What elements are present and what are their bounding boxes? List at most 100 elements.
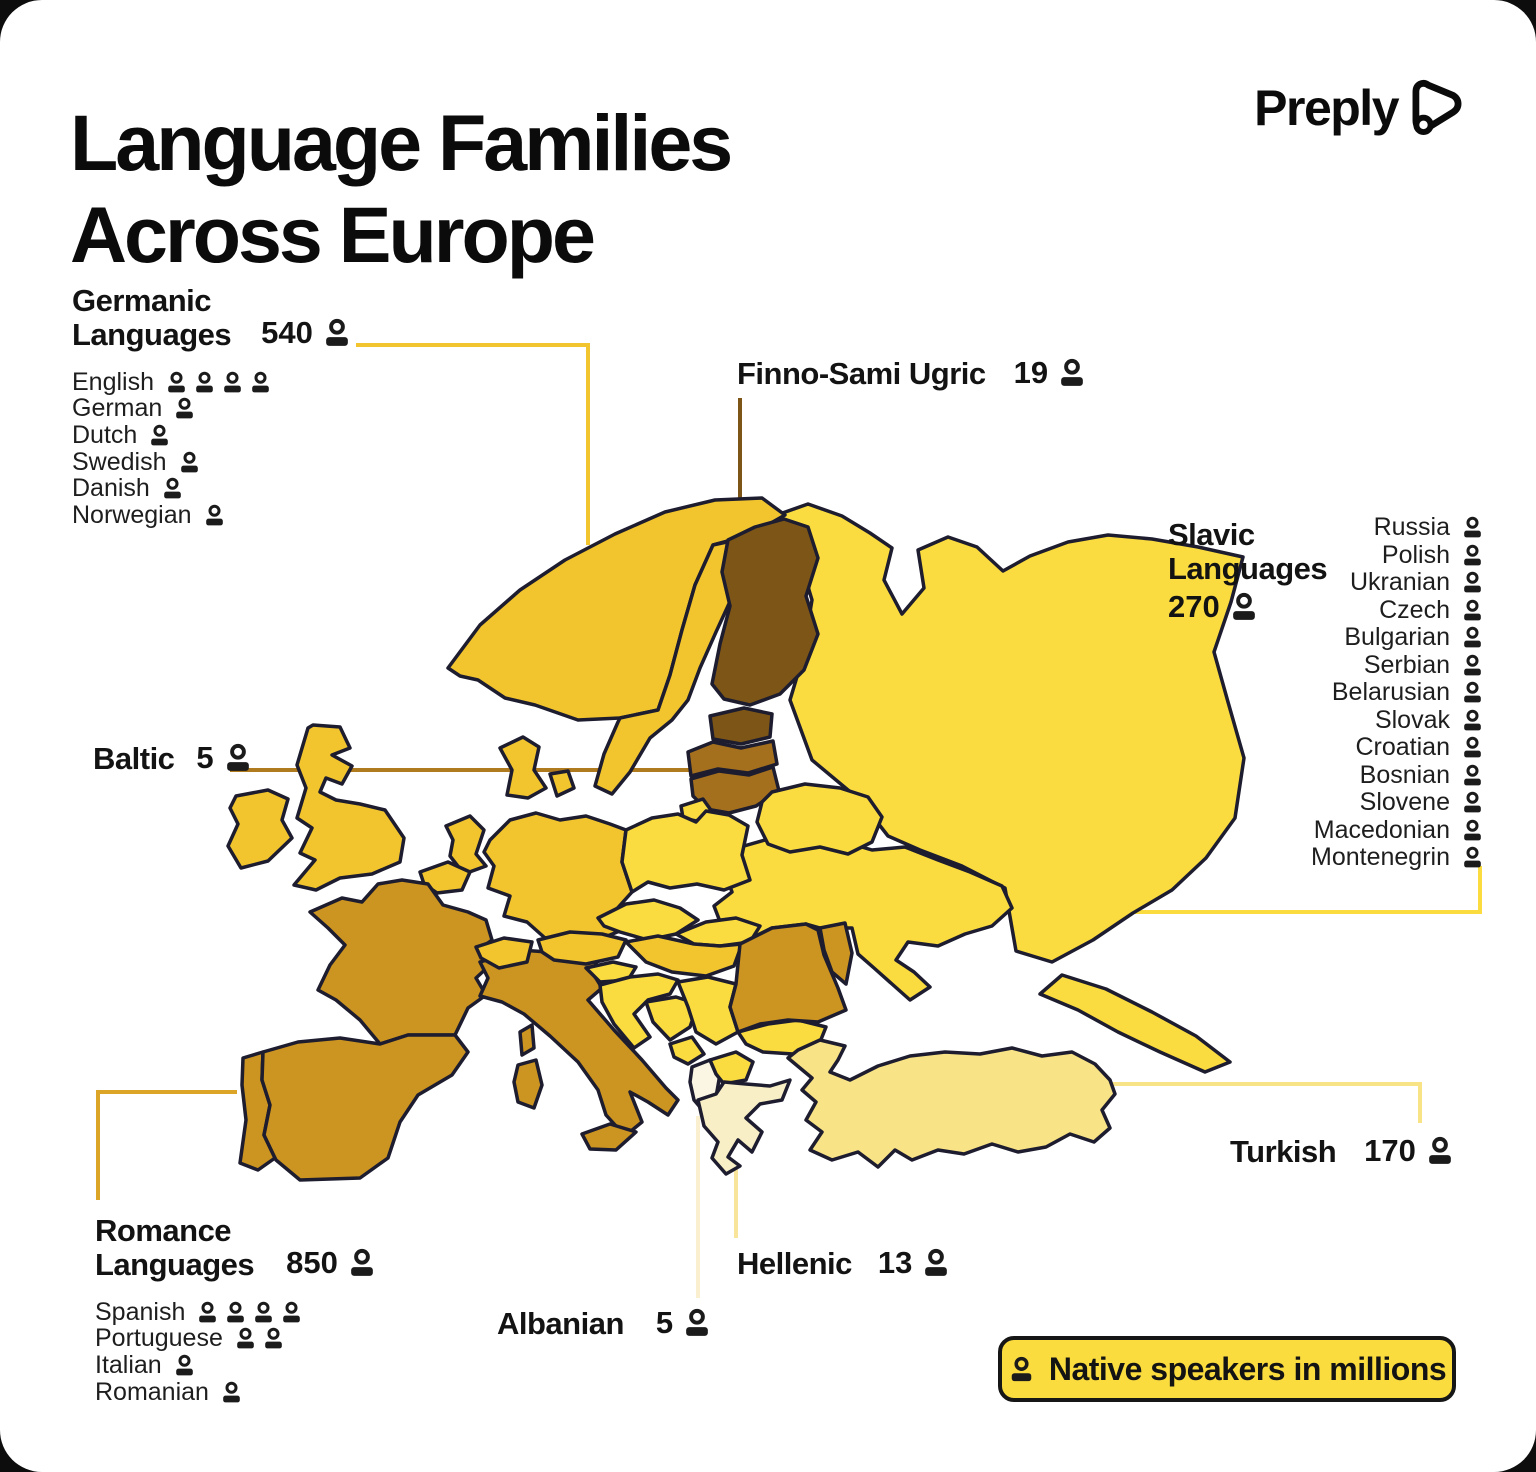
person-icon <box>1464 571 1481 593</box>
speaker-icons <box>1461 544 1484 567</box>
person-icon <box>227 1301 245 1323</box>
country-netherlands <box>444 814 488 876</box>
finno-sami-ugric-label: Finno-Sami Ugric 19 <box>737 355 1087 392</box>
language-name: Slovene <box>1359 788 1450 817</box>
speaker-icons <box>1461 736 1484 759</box>
language-row: Bosnian <box>1311 760 1484 790</box>
person-icon <box>180 451 198 472</box>
language-row: Ukranian <box>1311 568 1484 597</box>
language-row: Spanish <box>95 1298 377 1326</box>
speaker-icons <box>1461 654 1484 677</box>
speaker-icons <box>234 1327 285 1350</box>
country-moldova <box>818 921 854 986</box>
language-name: Polish <box>1381 540 1450 569</box>
person-icon <box>686 1308 709 1336</box>
country-switzerland <box>474 936 534 970</box>
language-row: Montenegrin <box>1311 843 1484 872</box>
speaker-icons <box>203 504 226 527</box>
country-denmark-island <box>548 769 576 798</box>
connector-turkish <box>1110 1082 1422 1123</box>
germanic-language-list: English German Dutch Swedish Danish Norwegian <box>72 368 352 529</box>
language-row: English <box>72 368 352 396</box>
language-name: Russia <box>1373 513 1450 542</box>
page-title: Language Families Across Europe <box>70 97 733 281</box>
hellenic-label: Hellenic 13 <box>737 1245 951 1282</box>
speaker-icons <box>220 1381 243 1404</box>
country-czechia <box>596 898 700 942</box>
speaker-icons <box>1461 571 1484 594</box>
language-name: Slovak <box>1374 705 1450 734</box>
speaker-icons <box>1461 516 1484 539</box>
hellenic-value: 13 <box>878 1245 951 1282</box>
language-row: Belarusian <box>1311 678 1484 707</box>
language-row: Bulgarian <box>1311 623 1484 652</box>
country-sicily <box>580 1122 638 1152</box>
language-row: German <box>72 394 352 422</box>
person-icon <box>226 743 249 771</box>
albanian-name: Albanian <box>497 1305 624 1341</box>
speaker-icons <box>1461 846 1484 869</box>
legend-label: Native speakers in millions <box>1048 1350 1447 1387</box>
person-icon <box>1464 626 1481 648</box>
country-latvia <box>686 739 779 778</box>
person-icon <box>1464 516 1481 538</box>
romance-language-list: Spanish Portuguese Italian Romanian <box>95 1298 377 1406</box>
country-north-macedonia <box>708 1050 755 1086</box>
person-icon <box>1464 599 1481 621</box>
person-icon <box>237 1328 254 1349</box>
country-corsica <box>518 1023 536 1057</box>
language-name: Swedish <box>72 447 167 476</box>
speaker-icons <box>1461 764 1484 787</box>
slavic-heading-block: Slavic Languages 270 <box>1168 518 1328 626</box>
speaker-icons <box>1461 819 1484 842</box>
speaker-icons <box>196 1301 303 1324</box>
turkish-label: Turkish 170 <box>1230 1133 1455 1170</box>
language-row: Croatian <box>1311 733 1484 762</box>
person-icon <box>252 371 269 393</box>
country-russia <box>772 502 1246 964</box>
person-icon <box>1464 736 1481 758</box>
person-icon <box>224 371 241 393</box>
speaker-icons <box>165 371 272 394</box>
person-icon <box>326 318 348 346</box>
connector-romance <box>96 1090 237 1200</box>
person-icon <box>205 504 223 526</box>
speaker-icons <box>173 397 196 420</box>
speaker-icons <box>161 477 184 500</box>
person-icon <box>151 424 169 446</box>
country-bosnia <box>644 995 700 1042</box>
speaker-icons <box>1461 599 1484 622</box>
person-icon <box>164 477 181 499</box>
language-row: Danish <box>72 474 352 502</box>
speaker-icons <box>178 451 201 474</box>
language-name: Bosnian <box>1359 760 1450 789</box>
country-denmark <box>498 735 548 800</box>
language-name: Belarusian <box>1331 678 1450 707</box>
language-name: Czech <box>1379 595 1450 624</box>
country-estonia <box>708 706 774 746</box>
language-row: Dutch <box>72 421 352 449</box>
speaker-icons <box>1461 626 1484 649</box>
person-icon <box>1011 1356 1032 1381</box>
country-france <box>308 878 494 1046</box>
language-row: Macedonian <box>1311 816 1484 845</box>
finno-sami-ugric-name: Finno-Sami Ugric <box>737 355 986 391</box>
person-icon <box>1464 709 1481 731</box>
country-russia-caucasus <box>1038 973 1232 1074</box>
preply-logo: Preply <box>1254 78 1464 138</box>
country-turkey <box>786 1038 1117 1169</box>
person-icon <box>1464 681 1481 703</box>
slavic-language-list: Russia Polish Ukranian Czech Bulgarian Serbia… <box>1311 513 1484 872</box>
connector-slavic <box>1107 866 1482 914</box>
person-icon <box>265 1328 282 1349</box>
country-united-kingdom <box>292 723 406 892</box>
slavic-value: 270 <box>1168 589 1259 626</box>
country-finland <box>710 517 820 707</box>
country-austria <box>536 930 628 966</box>
language-row: Swedish <box>72 447 352 476</box>
person-icon <box>168 371 185 393</box>
language-name: Bulgarian <box>1344 623 1450 652</box>
person-icon <box>1464 654 1481 676</box>
